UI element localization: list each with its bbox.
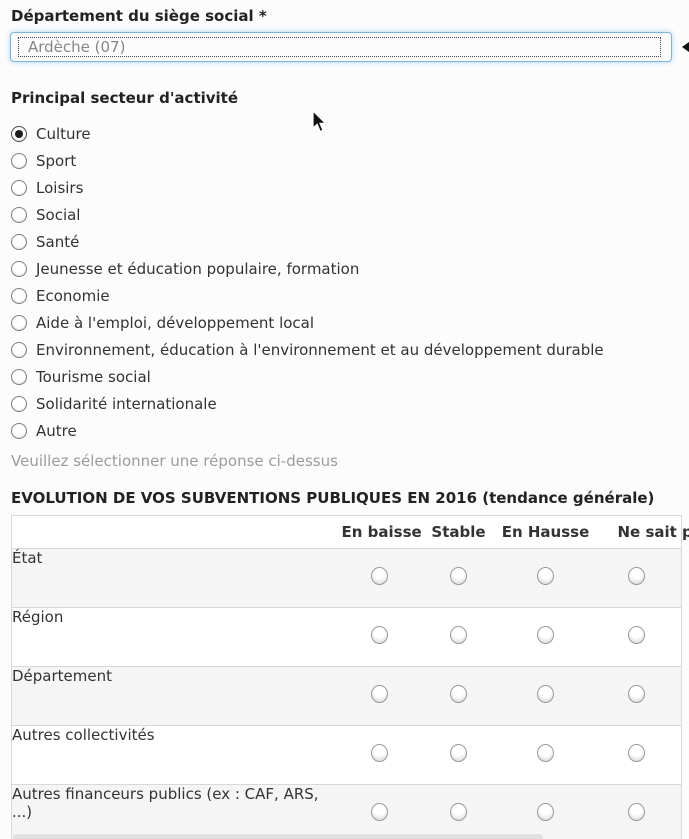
radio-etat-en-baisse[interactable]: [371, 567, 388, 585]
option-label: Culture: [36, 124, 91, 143]
radio-region-ne-sait-pas[interactable]: [627, 626, 645, 644]
table-row-departement: Département: [11, 666, 682, 726]
radio-departement-stable[interactable]: [450, 685, 467, 703]
option-label: Aide à l'emploi, développement local: [36, 313, 315, 332]
column-header-en-baisse: En baisse: [341, 515, 422, 549]
radio-autres-collectivites-stable[interactable]: [450, 744, 467, 762]
radio-icon[interactable]: [11, 260, 27, 277]
option-label: Sport: [36, 151, 77, 170]
radio-icon[interactable]: [11, 152, 27, 169]
radio-icon[interactable]: [11, 125, 27, 142]
table-row-autres-financeurs: Autres financeurs publics (ex : CAF, ARS…: [11, 784, 682, 839]
radio-etat-en-hausse[interactable]: [537, 567, 554, 585]
row-label: Autres financeurs publics (ex : CAF, ARS…: [11, 784, 342, 839]
radio-icon[interactable]: [11, 179, 27, 196]
radio-region-en-hausse[interactable]: [537, 626, 554, 644]
radio-autres-financeurs-en-baisse[interactable]: [371, 803, 388, 821]
table-row-etat: État: [11, 548, 682, 608]
option-loisirs[interactable]: Loisirs: [0, 174, 689, 201]
dropdown-arrow-icon: [682, 42, 689, 52]
column-header-ne-sait-pas: Ne sait pas: [591, 515, 689, 549]
sector-label: Principal secteur d'activité: [11, 89, 239, 107]
radio-icon[interactable]: [11, 287, 27, 304]
option-sport[interactable]: Sport: [0, 147, 689, 174]
subsidy-table: En baisse Stable En Hausse Ne sait pas É…: [11, 515, 689, 839]
option-label: Social: [36, 205, 81, 224]
option-label: Jeunesse et éducation populaire, formati…: [36, 259, 360, 278]
row-label: Département: [11, 666, 342, 726]
option-social[interactable]: Social: [0, 201, 689, 228]
table-header-row: En baisse Stable En Hausse Ne sait pas: [11, 515, 689, 549]
row-label: Autres collectivités: [11, 725, 342, 785]
option-jeunesse[interactable]: Jeunesse et éducation populaire, formati…: [0, 255, 689, 282]
sector-options: Culture Sport Loisirs Social Santé Jeune…: [0, 120, 689, 444]
option-label: Environnement, éducation à l'environneme…: [36, 340, 604, 359]
row-label: État: [11, 548, 342, 608]
radio-icon[interactable]: [11, 314, 27, 331]
column-header-stable: Stable: [417, 515, 500, 549]
radio-icon[interactable]: [11, 395, 27, 412]
option-sante[interactable]: Santé: [0, 228, 689, 255]
option-label: Autre: [36, 421, 77, 440]
table-row-region: Région: [11, 607, 682, 667]
focus-ring: Ardèche (07): [18, 37, 661, 57]
validation-hint: Veuillez sélectionner une réponse ci-des…: [11, 452, 338, 470]
option-tourisme[interactable]: Tourisme social: [0, 363, 689, 390]
option-label: Loisirs: [36, 178, 84, 197]
radio-icon[interactable]: [11, 206, 27, 223]
radio-region-en-baisse[interactable]: [371, 626, 388, 644]
subsidy-table-wrap: En baisse Stable En Hausse Ne sait pas É…: [11, 515, 689, 839]
option-autre[interactable]: Autre: [0, 417, 689, 444]
column-header-empty: [11, 515, 342, 549]
option-label: Tourisme social: [36, 367, 151, 386]
radio-departement-ne-sait-pas[interactable]: [627, 685, 645, 703]
option-culture[interactable]: Culture: [0, 120, 689, 147]
radio-autres-collectivites-en-baisse[interactable]: [371, 744, 388, 762]
department-selected-value: Ardèche (07): [28, 38, 126, 56]
radio-autres-collectivites-en-hausse[interactable]: [537, 744, 554, 762]
radio-departement-en-hausse[interactable]: [537, 685, 554, 703]
radio-autres-financeurs-en-hausse[interactable]: [537, 803, 554, 821]
radio-etat-ne-sait-pas[interactable]: [627, 567, 645, 585]
radio-autres-collectivites-ne-sait-pas[interactable]: [627, 744, 645, 762]
option-environnement[interactable]: Environnement, éducation à l'environneme…: [0, 336, 689, 363]
horizontal-scrollbar[interactable]: [13, 834, 543, 839]
row-label: Région: [11, 607, 342, 667]
table-row-autres-collectivites: Autres collectivités: [11, 725, 682, 785]
radio-icon[interactable]: [11, 368, 27, 385]
radio-region-stable[interactable]: [450, 626, 467, 644]
department-select[interactable]: Ardèche (07): [10, 32, 672, 62]
option-aide-emploi[interactable]: Aide à l'emploi, développement local: [0, 309, 689, 336]
radio-icon[interactable]: [11, 341, 27, 358]
subsidy-table-title: EVOLUTION DE VOS SUBVENTIONS PUBLIQUES E…: [11, 489, 655, 507]
column-header-en-hausse: En Hausse: [499, 515, 592, 549]
department-label: Département du siège social *: [11, 7, 267, 25]
radio-icon[interactable]: [11, 233, 27, 250]
option-label: Santé: [36, 232, 80, 251]
radio-autres-financeurs-ne-sait-pas[interactable]: [627, 803, 645, 821]
radio-departement-en-baisse[interactable]: [371, 685, 388, 703]
option-economie[interactable]: Economie: [0, 282, 689, 309]
option-label: Solidarité internationale: [36, 394, 217, 413]
radio-icon[interactable]: [11, 422, 27, 439]
option-label: Economie: [36, 286, 110, 305]
option-solidarite[interactable]: Solidarité internationale: [0, 390, 689, 417]
radio-autres-financeurs-stable[interactable]: [450, 803, 467, 821]
radio-etat-stable[interactable]: [450, 567, 467, 585]
